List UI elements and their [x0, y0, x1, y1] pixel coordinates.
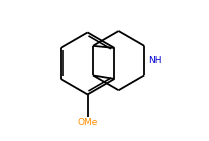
- Text: NH: NH: [148, 56, 161, 65]
- Text: OMe: OMe: [77, 118, 98, 127]
